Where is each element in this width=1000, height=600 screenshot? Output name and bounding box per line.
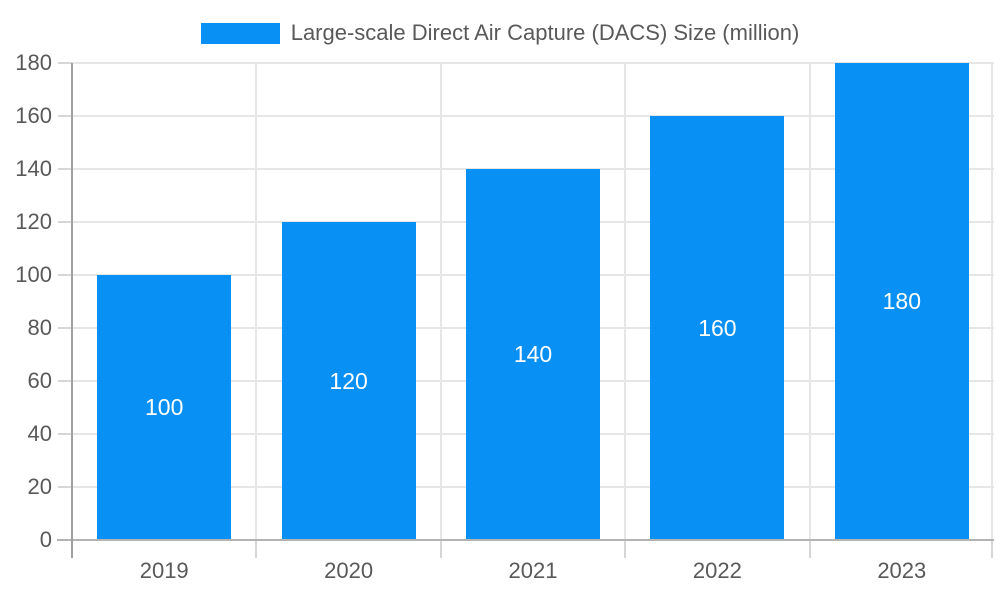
x-tick-label: 2022 [692,558,742,583]
y-axis-tick [58,115,72,117]
y-axis-tick [58,433,72,435]
x-axis-tick [991,541,993,558]
x-tick-label: 2023 [877,558,927,583]
y-tick-label: 60 [27,368,52,393]
y-tick-label: 80 [27,315,52,340]
bar-2020: 120 [281,222,416,540]
x-tick-label: 2021 [508,558,558,583]
y-tick-label: 180 [15,50,52,75]
bar-2022: 160 [650,116,785,540]
grid-line-x [991,63,993,540]
grid-line-x [624,63,627,540]
y-axis-line [71,63,73,558]
y-tick-label: 160 [15,103,52,128]
y-tick-label: 140 [15,156,52,181]
bar-2021: 140 [466,169,600,540]
grid-line-x [255,63,258,540]
chart-legend: Large-scale Direct Air Capture (DACS) Si… [0,20,1000,46]
grid-line-y [72,62,994,64]
y-axis-tick [58,327,72,329]
x-axis-tick [255,541,258,558]
y-axis-tick [58,274,72,276]
bar-2019: 100 [97,275,232,540]
y-axis-tick [58,221,72,223]
bar-2023: 180 [834,63,969,540]
bar-value-label: 100 [145,394,184,420]
x-axis-tick [808,541,811,558]
legend-swatch [200,22,280,44]
y-axis-tick [58,62,72,64]
y-axis-tick [58,168,72,170]
bar-value-label: 160 [698,314,737,341]
bar-value-label: 180 [882,288,921,314]
y-tick-label: 0 [39,527,52,552]
legend-label: Large-scale Direct Air Capture (DACS) Si… [290,20,800,45]
x-axis-line [57,539,994,541]
bar-value-label: 140 [513,341,553,367]
y-axis-tick [58,380,72,382]
y-axis-tick [58,486,72,488]
grid-line-y [72,115,994,117]
bar-value-label: 120 [329,367,368,394]
x-axis-tick [624,541,627,558]
x-tick-label: 2020 [324,558,374,583]
grid-line-x [439,63,442,540]
y-tick-label: 120 [15,209,52,234]
grid-line-x [808,63,811,540]
x-tick-label: 2019 [139,558,189,583]
y-tick-label: 20 [27,474,52,499]
y-tick-label: 100 [15,262,52,287]
x-axis-tick [439,541,442,558]
y-tick-label: 40 [27,421,52,446]
